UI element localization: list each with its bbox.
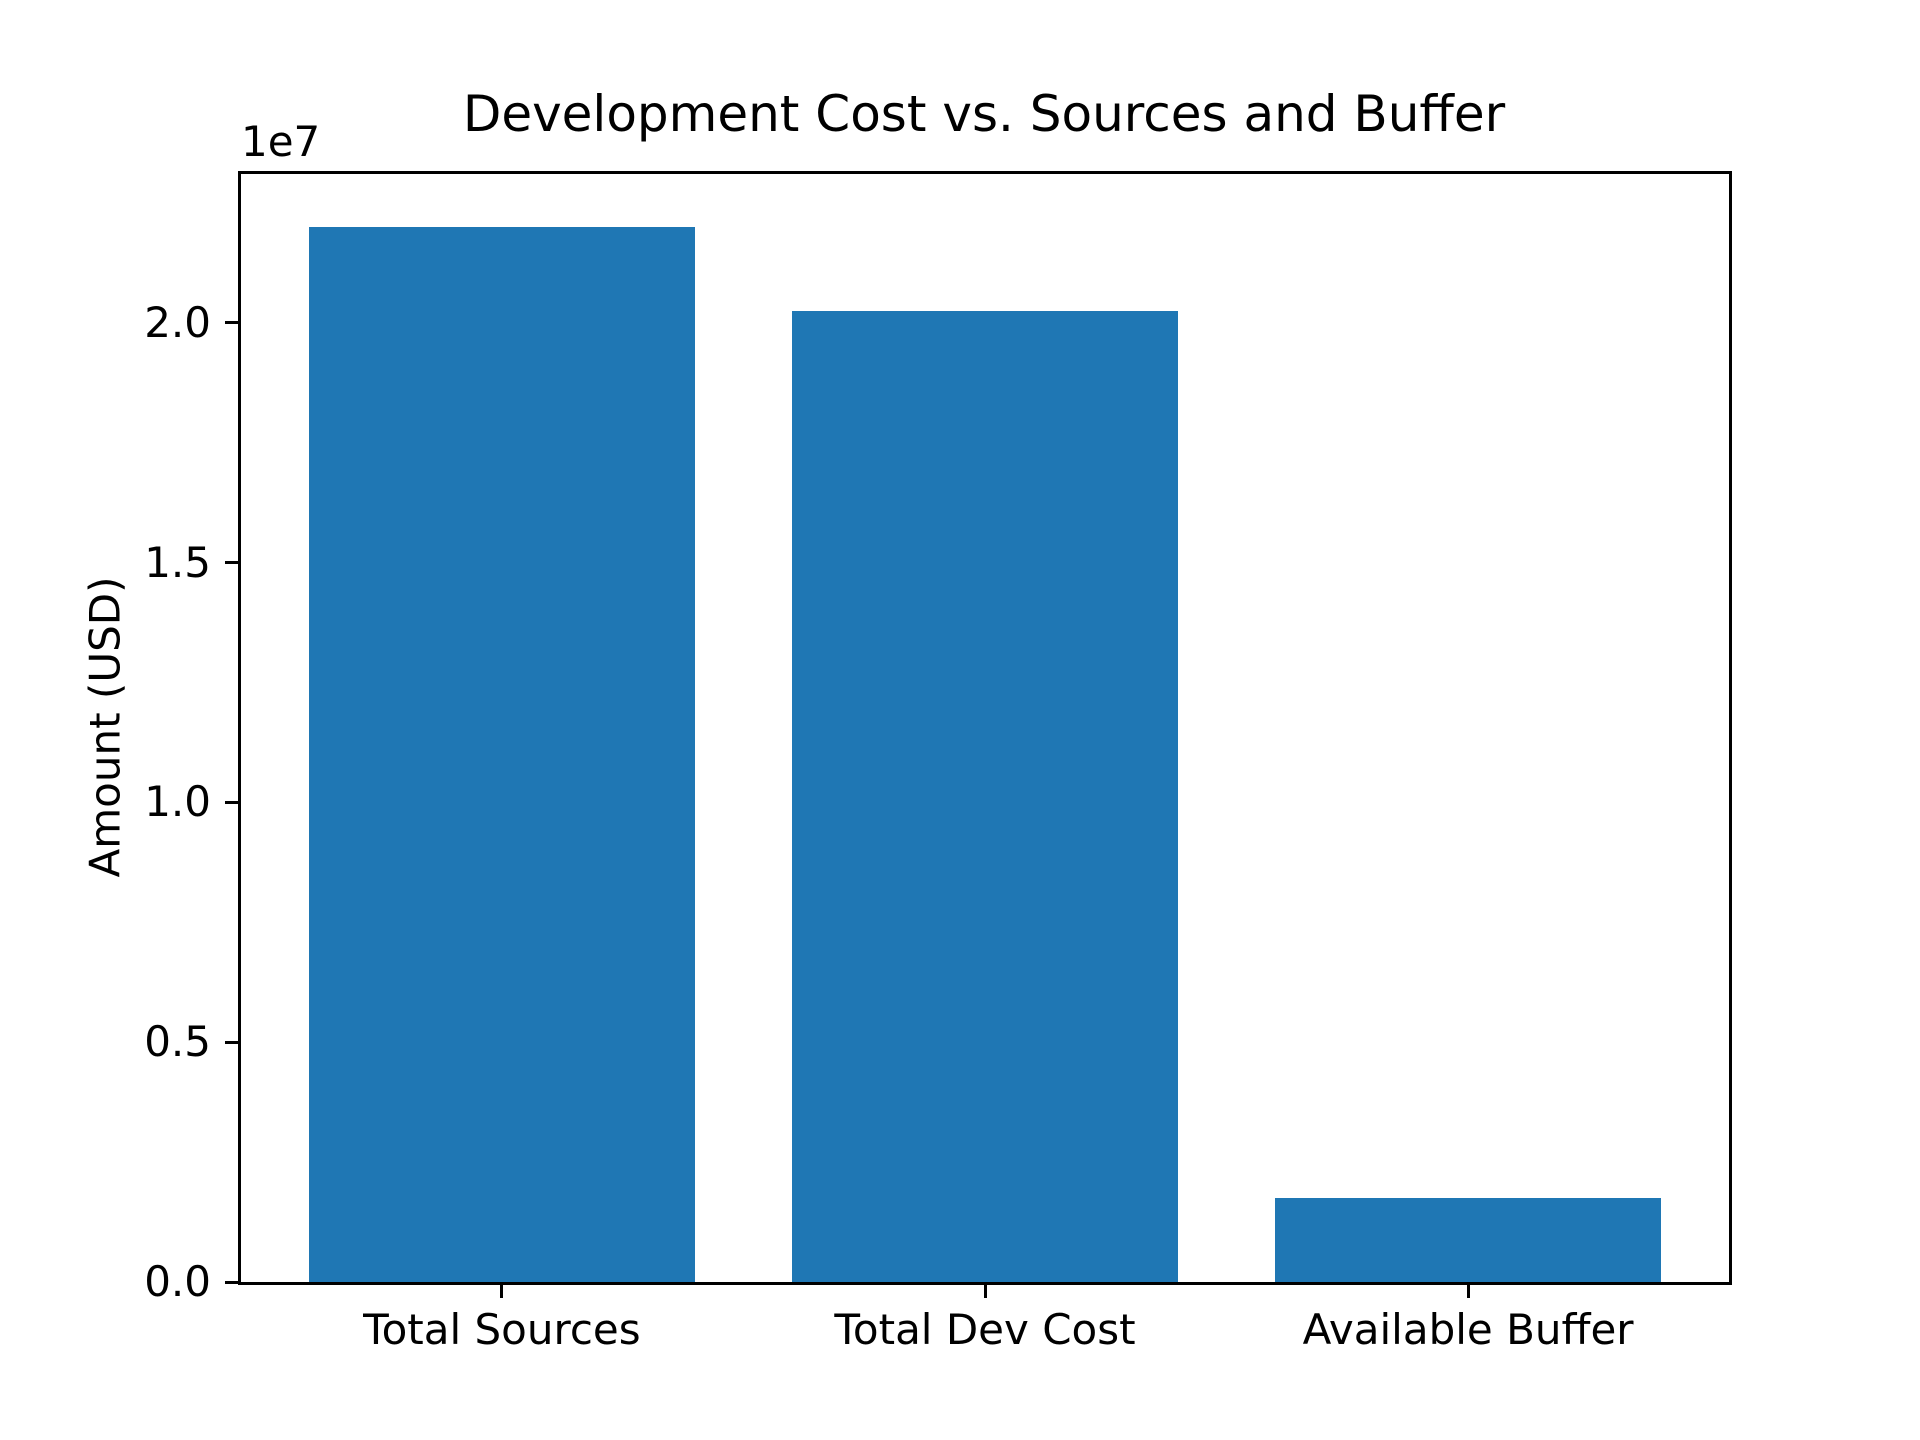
chart-title: Development Cost vs. Sources and Buffer	[462, 85, 1506, 143]
x-tick-label-total-dev-cost: Total Dev Cost	[834, 1305, 1136, 1354]
x-tick-mark	[500, 1285, 504, 1298]
bar-total-dev-cost	[791, 310, 1179, 1282]
x-tick-label-available-buffer: Available Buffer	[1302, 1305, 1634, 1354]
y-tick-label: 1.5	[144, 537, 211, 587]
y-tick-mark	[225, 1040, 238, 1044]
y-tick-label: 2.0	[144, 297, 211, 347]
bar-available-buffer	[1274, 1198, 1662, 1282]
y-tick-mark	[225, 1280, 238, 1284]
x-tick-mark	[983, 1285, 987, 1298]
y-tick-label: 0.0	[144, 1257, 211, 1306]
x-tick-label-total-sources: Total Sources	[363, 1305, 641, 1354]
y-axis-offset-label: 1e7	[241, 117, 321, 166]
y-axis-label: Amount (USD)	[80, 576, 130, 878]
y-tick-label: 1.0	[144, 777, 211, 827]
y-tick-label: 0.5	[144, 1017, 211, 1067]
y-tick-mark	[225, 321, 238, 325]
x-tick-mark	[1466, 1285, 1470, 1298]
plot-area	[238, 171, 1732, 1285]
y-tick-mark	[225, 561, 238, 565]
bar-total-sources	[308, 226, 696, 1282]
y-tick-mark	[225, 800, 238, 804]
